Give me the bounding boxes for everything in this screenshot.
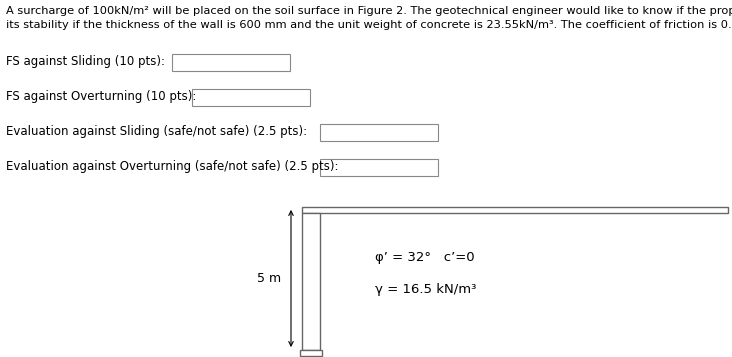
Bar xyxy=(192,89,310,106)
Bar xyxy=(320,124,438,141)
Bar xyxy=(302,207,728,213)
Bar xyxy=(172,54,290,71)
Text: Evaluation against Overturning (safe/not safe) (2.5 pts):: Evaluation against Overturning (safe/not… xyxy=(6,160,338,173)
Text: Evaluation against Sliding (safe/not safe) (2.5 pts):: Evaluation against Sliding (safe/not saf… xyxy=(6,125,307,138)
Text: its stability if the thickness of the wall is 600 mm and the unit weight of conc: its stability if the thickness of the wa… xyxy=(6,20,732,30)
Text: 5 m: 5 m xyxy=(257,272,281,285)
Text: FS against Sliding (10 pts):: FS against Sliding (10 pts): xyxy=(6,55,165,68)
Bar xyxy=(300,350,322,356)
Bar xyxy=(320,159,438,176)
Text: φ’ = 32°   c’=0: φ’ = 32° c’=0 xyxy=(375,251,474,265)
Text: FS against Overturning (10 pts):: FS against Overturning (10 pts): xyxy=(6,90,196,103)
Text: A surcharge of 100kN/m² will be placed on the soil surface in Figure 2. The geot: A surcharge of 100kN/m² will be placed o… xyxy=(6,6,732,16)
Text: γ = 16.5 kN/m³: γ = 16.5 kN/m³ xyxy=(375,283,477,297)
Bar xyxy=(302,213,320,350)
